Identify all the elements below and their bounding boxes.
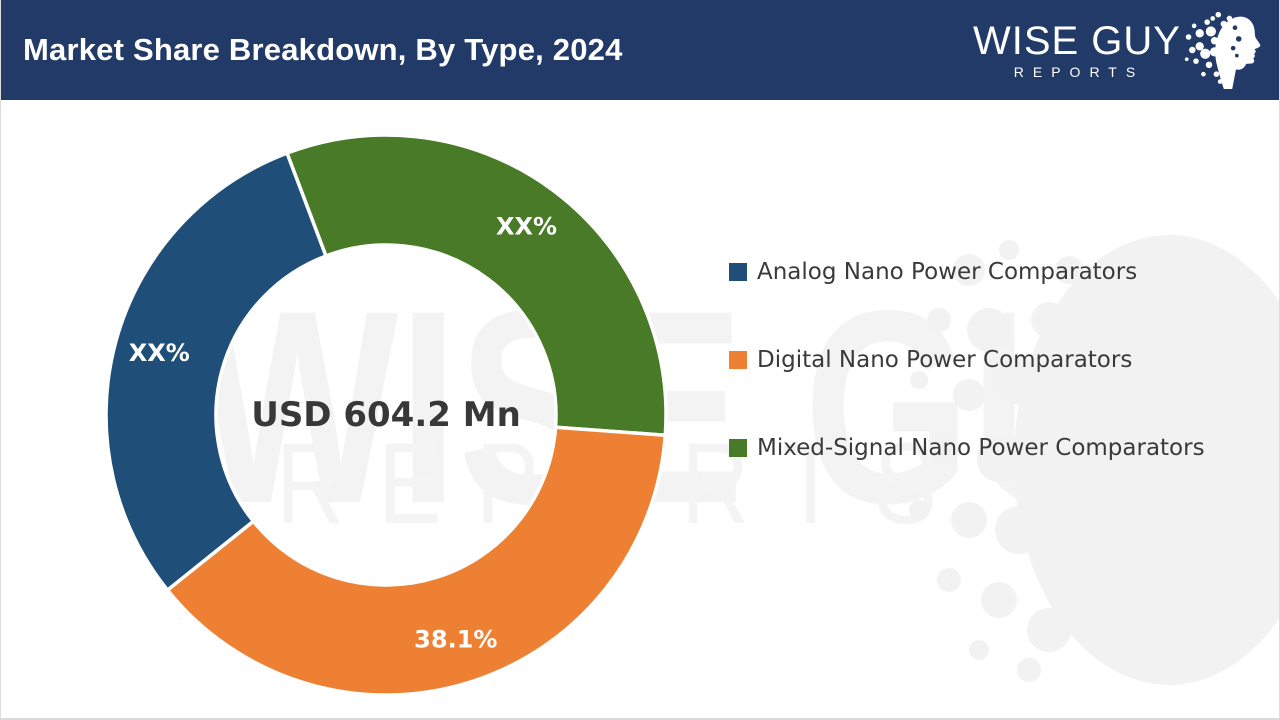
donut-segment-2[interactable] <box>284 133 668 438</box>
wiseguy-logo: WISE GUY REPORTS <box>973 8 1261 92</box>
legend-swatch-analog <box>729 263 747 281</box>
page-title: Market Share Breakdown, By Type, 2024 <box>23 32 623 67</box>
donut-center-label: USD 604.2 Mn <box>251 395 521 435</box>
legend-label: Mixed-Signal Nano Power Comparators <box>757 435 1205 461</box>
donut-chart: XX% 38.1% XX% <box>104 133 668 697</box>
legend-item-digital[interactable]: Digital Nano Power Comparators <box>729 346 1205 374</box>
donut-segment-1[interactable] <box>165 425 668 697</box>
legend-label: Digital Nano Power Comparators <box>757 347 1133 373</box>
donut-segment-0[interactable] <box>104 150 329 593</box>
chart-area: WISE GUY REPORTS XX%38.1%XX% USD 604.2 M… <box>1 100 1279 718</box>
logo-wordmark: WISE GUY <box>972 18 1181 63</box>
legend-item-mixed-signal[interactable]: Mixed-Signal Nano Power Comparators <box>729 434 1205 462</box>
header: Market Share Breakdown, By Type, 2024 WI… <box>1 0 1279 100</box>
slice-label-0: XX% <box>129 339 190 367</box>
logo-subtitle: REPORTS <box>1013 63 1145 80</box>
slice-label-2: XX% <box>496 213 557 241</box>
logo-text: WISE GUY REPORTS <box>973 21 1181 80</box>
legend-label: Analog Nano Power Comparators <box>757 259 1138 285</box>
legend-item-analog[interactable]: Analog Nano Power Comparators <box>729 258 1205 286</box>
slice-label-1: 38.1% <box>414 625 497 653</box>
legend-swatch-mixed-signal <box>729 439 747 457</box>
legend-swatch-digital <box>729 351 747 369</box>
logo-face-icon <box>1184 11 1261 90</box>
legend: Analog Nano Power Comparators Digital Na… <box>729 258 1205 522</box>
